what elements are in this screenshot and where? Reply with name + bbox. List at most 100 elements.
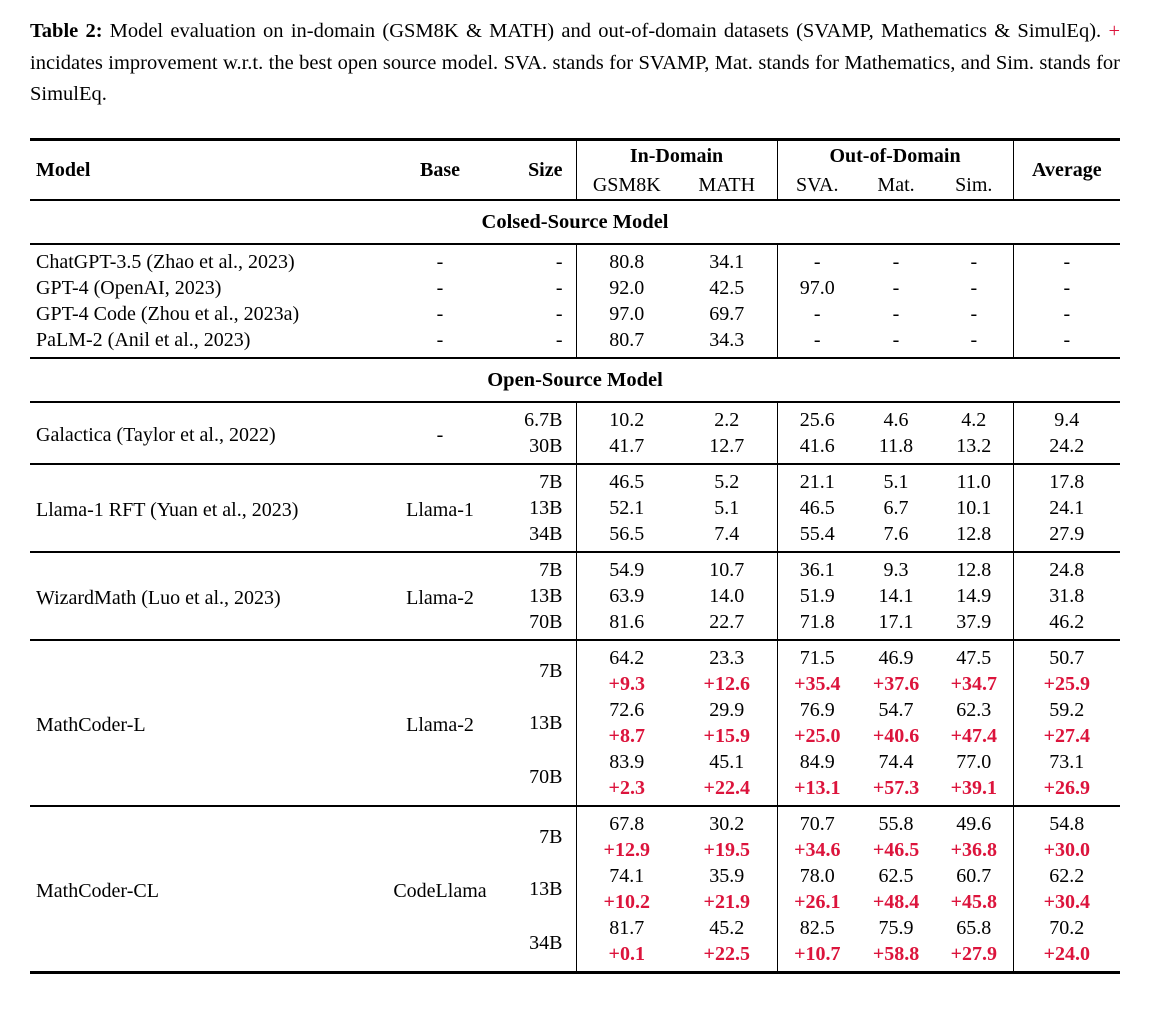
- delta-value: +13.1: [794, 776, 841, 799]
- size-label: 7B: [490, 805, 577, 863]
- score-value: 4.2: [935, 401, 1014, 433]
- size-label: 7B: [490, 639, 577, 697]
- model-group: WizardMath (Luo et al., 2023) Llama-2 7B 54…: [30, 551, 1121, 640]
- col-header-average: Average: [1031, 158, 1102, 181]
- section-header: Colsed-Source Model: [30, 199, 1121, 244]
- model-name: GPT-4 Code (Zhou et al., 2023a): [36, 302, 300, 325]
- delta-row: +9.3 +12.6 +35.4 +37.6 +34.7 +25.9: [30, 670, 1120, 697]
- delta-value: +25.0: [794, 724, 841, 747]
- caption-label: Table 2:: [30, 20, 103, 42]
- score-row: Galactica (Taylor et al., 2022) - 6.7B 10.2…: [30, 401, 1120, 446]
- score-value: -: [1063, 250, 1071, 273]
- score-value: 25.6: [799, 408, 835, 431]
- score-value: 92.0: [609, 276, 645, 299]
- delta-value: +12.9: [603, 838, 650, 861]
- paper-page: Table 2: Model evaluation on in-domain (G…: [0, 16, 1149, 974]
- score-value: -: [892, 250, 900, 273]
- score-value: 5.1: [883, 470, 909, 493]
- score-value: -: [892, 276, 900, 299]
- score-value: 45.2: [677, 914, 778, 941]
- size-label: 34B: [490, 914, 577, 972]
- score-value: 59.2: [1049, 698, 1085, 721]
- score-value: 83.9: [609, 750, 645, 773]
- size-label: 30B: [490, 432, 577, 464]
- score-row: PaLM-2 (Anil et al., 2023) - - 80.7 34.3 - - - -: [30, 326, 1120, 358]
- score-value: 10.1: [935, 494, 1014, 521]
- section-title: Open-Source Model: [487, 368, 663, 391]
- section-header: Open-Source Model: [30, 357, 1121, 402]
- score-value: -: [1063, 328, 1071, 351]
- delta-value: +0.1: [608, 942, 645, 965]
- size-label: 70B: [490, 748, 577, 806]
- score-value: 45.1: [677, 748, 778, 775]
- base-name: Llama-1: [406, 498, 474, 521]
- score-value: 36.1: [799, 558, 835, 581]
- delta-value: +19.5: [677, 836, 778, 863]
- delta-value: +2.3: [608, 776, 645, 799]
- score-value: 10.7: [677, 551, 778, 583]
- delta-row: +2.3 +22.4 +13.1 +57.3 +39.1 +26.9: [30, 774, 1120, 806]
- score-value: 6.7: [883, 496, 909, 519]
- score-value: 34.1: [677, 243, 778, 275]
- score-row: MathCoder-L Llama-2 7B 64.2 23.3 71.5 46.9 47.5…: [30, 639, 1120, 736]
- score-row: WizardMath (Luo et al., 2023) Llama-2 7B 54…: [30, 551, 1120, 609]
- score-value: 71.5: [799, 646, 835, 669]
- score-row: ChatGPT-3.5 (Zhao et al., 2023) - - 80.8 34.…: [30, 243, 1120, 275]
- delta-value: +47.4: [935, 722, 1014, 749]
- score-value: 49.6: [935, 805, 1014, 837]
- size-label: 7B: [490, 551, 577, 583]
- score-value: 46.2: [1049, 610, 1085, 633]
- model-group: MathCoder-CL CodeLlama 7B 67.8 30.2 70.7 55.8 4…: [30, 805, 1121, 972]
- delta-row: +8.7 +15.9 +25.0 +40.6 +47.4 +27.4: [30, 722, 1120, 749]
- score-value: -: [935, 326, 1014, 358]
- score-value: 72.6: [609, 698, 645, 721]
- score-value: 10.2: [609, 408, 645, 431]
- delta-value: +27.9: [935, 940, 1014, 972]
- delta-value: +57.3: [872, 776, 920, 799]
- score-value: 9.3: [883, 558, 909, 581]
- model-group: Llama-1 RFT (Yuan et al., 2023) Llama-1 7B…: [30, 463, 1121, 552]
- score-row: 34B 81.7 45.2 82.5 75.9 65.8 70.2: [30, 914, 1120, 972]
- score-value: 41.6: [799, 434, 835, 457]
- delta-value: +40.6: [872, 724, 920, 747]
- size-label: -: [490, 274, 577, 301]
- size-label: 7B: [490, 463, 577, 495]
- score-value: -: [935, 300, 1014, 327]
- delta-value: +12.6: [677, 670, 778, 697]
- score-value: 81.7: [609, 916, 645, 939]
- model-name: MathCoder-CL: [36, 879, 159, 902]
- delta-row: +10.2 +21.9 +26.1 +48.4 +45.8 +30.4: [30, 888, 1120, 915]
- score-value: 69.7: [677, 300, 778, 327]
- delta-value: +27.4: [1043, 724, 1090, 747]
- score-value: 73.1: [1049, 750, 1085, 773]
- score-value: 56.5: [609, 522, 645, 545]
- score-value: 46.9: [878, 646, 914, 669]
- score-value: 23.3: [677, 639, 778, 671]
- delta-value: +46.5: [872, 838, 920, 861]
- score-value: -: [892, 328, 900, 351]
- score-value: 52.1: [609, 496, 645, 519]
- score-value: 24.2: [1049, 434, 1085, 457]
- base-name: Llama-2: [406, 586, 474, 609]
- score-value: 67.8: [609, 812, 645, 835]
- delta-value: +10.2: [603, 890, 650, 913]
- score-value: 14.0: [677, 582, 778, 609]
- score-value: 5.2: [677, 463, 778, 495]
- col-header-base: Base: [420, 158, 460, 181]
- score-value: 63.9: [609, 584, 645, 607]
- score-value: 21.1: [799, 470, 835, 493]
- base-name: CodeLlama: [393, 879, 487, 902]
- model-name: PaLM-2 (Anil et al., 2023): [36, 328, 251, 351]
- score-value: 37.9: [935, 608, 1014, 640]
- size-label: 13B: [490, 696, 577, 749]
- col-header-math: MATH: [677, 170, 778, 200]
- score-value: 4.6: [883, 408, 909, 431]
- delta-value: +39.1: [935, 774, 1014, 806]
- score-value: 54.7: [878, 698, 914, 721]
- score-value: 70.2: [1049, 916, 1085, 939]
- score-value: 77.0: [935, 748, 1014, 775]
- score-value: 54.9: [609, 558, 645, 581]
- delta-value: +9.3: [608, 672, 645, 695]
- score-value: 47.5: [935, 639, 1014, 671]
- score-value: 97.0: [609, 302, 645, 325]
